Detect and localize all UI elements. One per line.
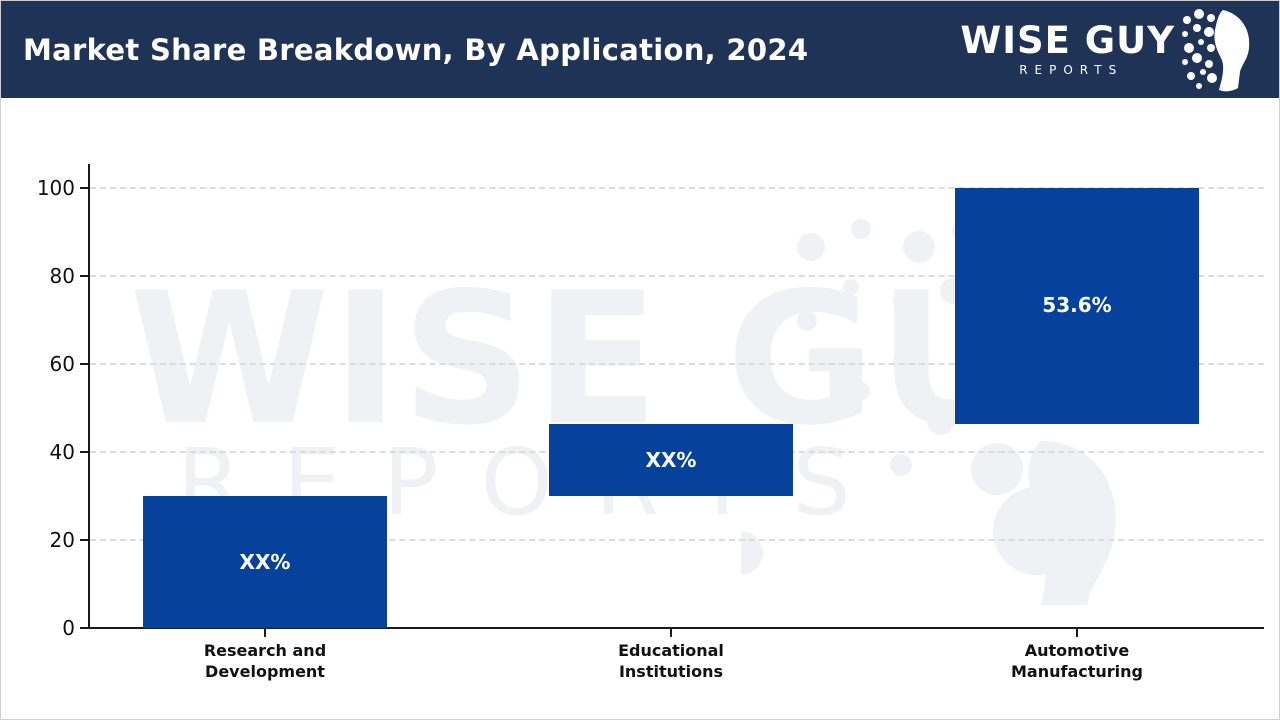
header-bar: Market Share Breakdown, By Application, … xyxy=(1,1,1279,98)
category-label-line: Institutions xyxy=(618,661,724,681)
category-label-line: Manufacturing xyxy=(1011,661,1143,681)
chart-title: Market Share Breakdown, By Application, … xyxy=(23,32,809,67)
y-tick-mark xyxy=(80,451,88,453)
bar-segment: 53.6% xyxy=(955,188,1199,424)
bar-value-label: 53.6% xyxy=(1042,293,1112,317)
brand-logo-text: WISE GUY REPORTS xyxy=(960,22,1175,77)
bar-segment: XX% xyxy=(143,496,387,628)
y-tick-label: 100 xyxy=(36,176,75,200)
x-tick-mark xyxy=(670,629,672,637)
category-label-line: Development xyxy=(205,661,325,681)
bar-value-label: XX% xyxy=(239,550,291,574)
gridline xyxy=(90,363,1264,365)
y-tick-label: 0 xyxy=(62,616,75,640)
y-tick-label: 40 xyxy=(49,440,75,464)
x-tick-mark xyxy=(1076,629,1078,637)
y-tick-mark xyxy=(80,187,88,189)
category-label: Educational Institutions xyxy=(511,641,831,683)
y-tick-mark xyxy=(80,539,88,541)
gridline xyxy=(90,539,1264,541)
logo-wordmark: WISE GUY xyxy=(960,19,1175,62)
x-tick-mark xyxy=(264,629,266,637)
logo-head-icon xyxy=(1182,8,1250,91)
category-label-line: Educational xyxy=(618,641,724,660)
gridline xyxy=(90,187,1264,189)
category-label: Automotive Manufacturing xyxy=(917,641,1237,683)
y-tick-label: 80 xyxy=(49,264,75,288)
brand-logo: WISE GUY REPORTS xyxy=(960,8,1253,92)
bar-value-label: XX% xyxy=(645,447,697,472)
y-tick-label: 20 xyxy=(49,528,75,552)
category-label-line: Research and xyxy=(203,641,327,660)
y-tick-mark xyxy=(80,275,88,277)
x-axis-line xyxy=(88,627,1264,629)
logo-sub-label: REPORTS xyxy=(1019,63,1124,77)
category-label: Research and Development xyxy=(105,641,425,683)
category-label-line: Automotive xyxy=(1024,641,1130,660)
y-tick-mark xyxy=(80,363,88,365)
bar-segment: XX% xyxy=(549,423,793,496)
gridline xyxy=(90,275,1264,277)
y-axis-line xyxy=(88,164,90,628)
y-tick-mark xyxy=(80,627,88,629)
y-tick-label: 60 xyxy=(49,352,75,376)
